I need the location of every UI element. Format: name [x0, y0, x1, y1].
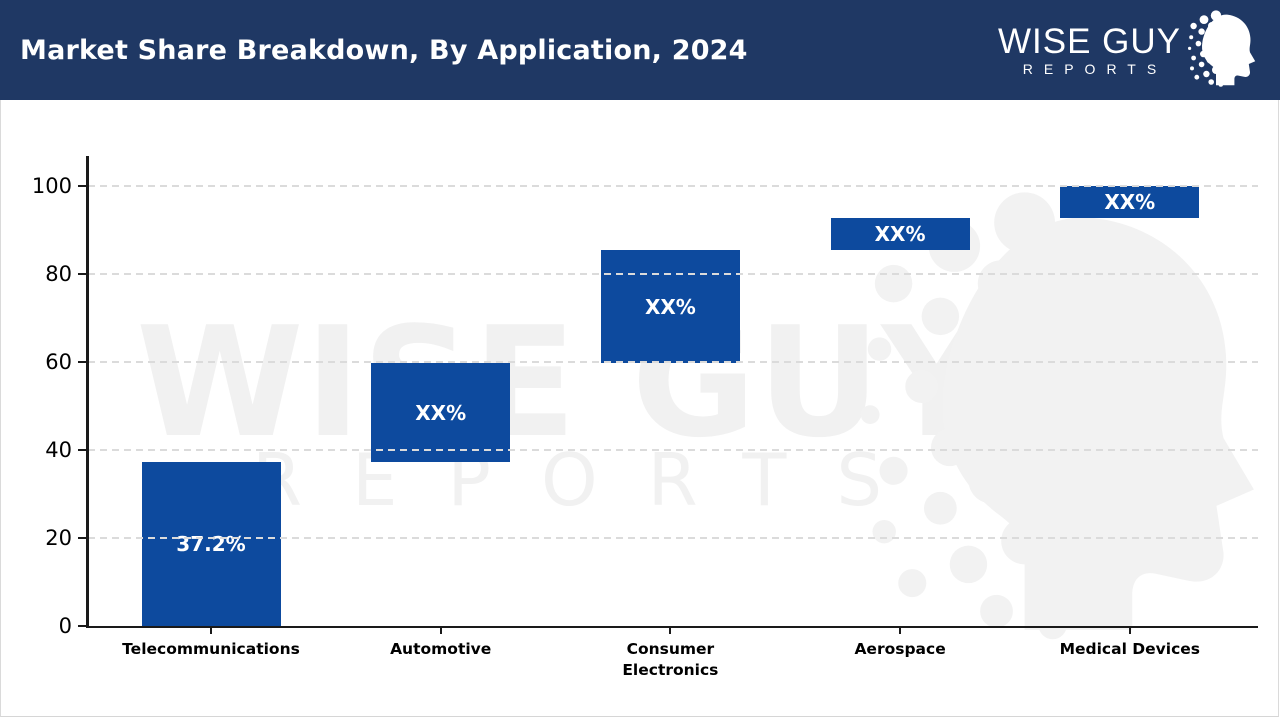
x-axis-tick: [669, 628, 672, 634]
x-axis-tick: [1128, 628, 1131, 634]
x-category-label-telecommunications: Telecommunications: [122, 640, 300, 658]
x-axis-tick: [899, 628, 902, 634]
x-category-label-consumer-electronics: Consumer Electronics: [622, 640, 719, 679]
x-category-label-automotive: Automotive: [390, 640, 492, 658]
y-tick-label: 20: [45, 526, 72, 550]
gridline-y-60: [88, 361, 1258, 363]
bar-value-label: 37.2%: [176, 532, 246, 557]
x-category-label-aerospace: Aerospace: [854, 640, 946, 658]
bar-telecommunications: 37.2%: [141, 462, 281, 626]
x-axis-line: [86, 625, 1258, 628]
y-axis-line: [86, 156, 89, 628]
x-axis-tick: [210, 628, 212, 634]
y-axis-tick: [78, 361, 88, 363]
y-axis-tick: [78, 449, 88, 451]
y-tick-label: 0: [58, 614, 72, 638]
header-bar: Market Share Breakdown, By Application, …: [0, 0, 1280, 100]
y-axis-tick: [78, 625, 88, 627]
watermark-wordmark: WISE GUY: [136, 294, 993, 471]
bar-value-label: XX%: [644, 294, 696, 319]
x-category-label-medical-devices: Medical Devices: [1059, 640, 1201, 658]
bar-consumer-electronics: XX%: [600, 249, 740, 364]
bar-aerospace: XX%: [830, 217, 970, 250]
bar-value-label: XX%: [1104, 189, 1156, 214]
y-tick-label: 40: [45, 438, 72, 462]
y-axis-tick: [78, 185, 88, 187]
y-tick-label: 80: [45, 262, 72, 286]
logo-face-icon: [1184, 9, 1256, 91]
y-tick-label: 60: [45, 350, 72, 374]
gridline-y-20: [88, 537, 1258, 539]
bar-medical-devices: XX%: [1060, 186, 1200, 218]
wise-guy-logo: WISE GUY REPORTS: [998, 9, 1256, 91]
logo-wordmark: WISE GUY: [997, 22, 1181, 61]
logo-text: WISE GUY REPORTS: [998, 23, 1181, 77]
gridline-y-40: [88, 449, 1258, 451]
watermark-subtitle: REPORTS: [252, 438, 933, 522]
logo-subtitle: REPORTS: [1022, 61, 1168, 77]
bar-value-label: XX%: [415, 400, 467, 425]
bar-value-label: XX%: [874, 221, 926, 246]
chart-title: Market Share Breakdown, By Application, …: [20, 34, 748, 66]
bar-automotive: XX%: [371, 363, 511, 463]
x-axis-tick: [439, 628, 442, 634]
y-tick-label: 100: [31, 174, 72, 198]
gridline-y-80: [88, 273, 1258, 275]
y-axis-tick: [78, 273, 88, 275]
gridline-y-100: [88, 185, 1258, 187]
y-axis-tick: [78, 537, 88, 539]
